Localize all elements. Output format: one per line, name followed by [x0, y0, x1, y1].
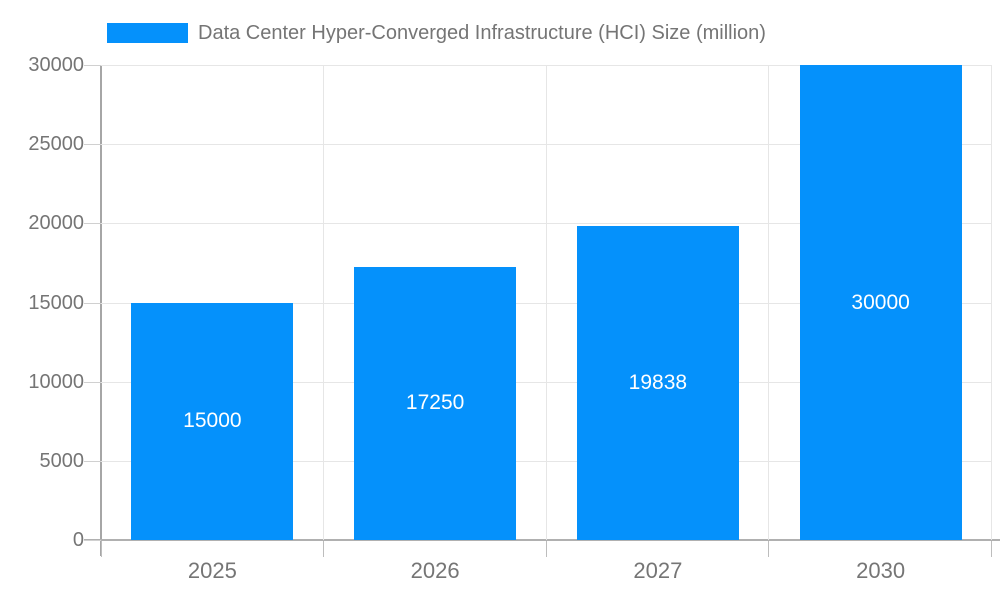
legend-item[interactable]: Data Center Hyper-Converged Infrastructu… — [107, 20, 766, 46]
y-tick-label-5000: 5000 — [39, 449, 85, 472]
v-gridline-2 — [545, 65, 547, 540]
y-tick-5000 — [84, 460, 101, 462]
bar-2030[interactable]: 30000 — [799, 65, 962, 540]
h-gridline-25000 — [101, 144, 992, 146]
x-tick-1 — [322, 541, 324, 557]
y-tick-label-30000: 30000 — [28, 54, 84, 76]
plot-area: 15000 17250 19838 30000 — [101, 65, 992, 540]
x-tick-0 — [101, 541, 102, 557]
x-axis-line — [84, 539, 1000, 541]
y-tick-0 — [84, 540, 101, 541]
bar-value-label-2030: 30000 — [851, 290, 910, 314]
x-tick-4 — [991, 541, 992, 557]
h-gridline-5000 — [101, 460, 992, 462]
v-gridline-3 — [768, 65, 770, 540]
h-gridline-10000 — [101, 381, 992, 383]
v-gridline-4 — [991, 65, 992, 540]
x-tick-label-2025: 2025 — [187, 558, 237, 583]
bar-2026[interactable]: 17250 — [354, 266, 517, 540]
y-tick-15000 — [84, 302, 101, 304]
h-gridline-15000 — [101, 302, 992, 304]
h-gridline-20000 — [101, 223, 992, 225]
x-tick-2 — [545, 541, 547, 557]
v-gridline-1 — [322, 65, 324, 540]
bar-value-label-2027: 19838 — [628, 370, 688, 394]
bar-2025[interactable]: 15000 — [131, 302, 294, 540]
y-tick-10000 — [84, 381, 101, 383]
legend-swatch — [107, 23, 188, 43]
y-tick-label-0: 0 — [72, 529, 84, 551]
y-tick-25000 — [84, 144, 101, 146]
y-axis-line — [100, 65, 102, 556]
bar-value-label-2026: 17250 — [405, 391, 465, 415]
x-tick-label-2030: 2030 — [856, 558, 906, 583]
y-tick-label-20000: 20000 — [28, 212, 84, 235]
y-tick-label-25000: 25000 — [28, 133, 84, 156]
x-tick-label-2026: 2026 — [410, 558, 460, 583]
y-tick-30000 — [84, 65, 101, 66]
h-gridline-30000 — [101, 65, 992, 66]
x-tick-3 — [768, 541, 770, 557]
x-tick-label-2027: 2027 — [633, 558, 683, 583]
y-tick-20000 — [84, 223, 101, 225]
y-tick-label-15000: 15000 — [28, 291, 84, 314]
bar-2027[interactable]: 19838 — [576, 225, 739, 540]
bar-value-label-2025: 15000 — [183, 409, 242, 433]
legend-label: Data Center Hyper-Converged Infrastructu… — [198, 22, 766, 44]
y-tick-label-10000: 10000 — [28, 370, 84, 393]
